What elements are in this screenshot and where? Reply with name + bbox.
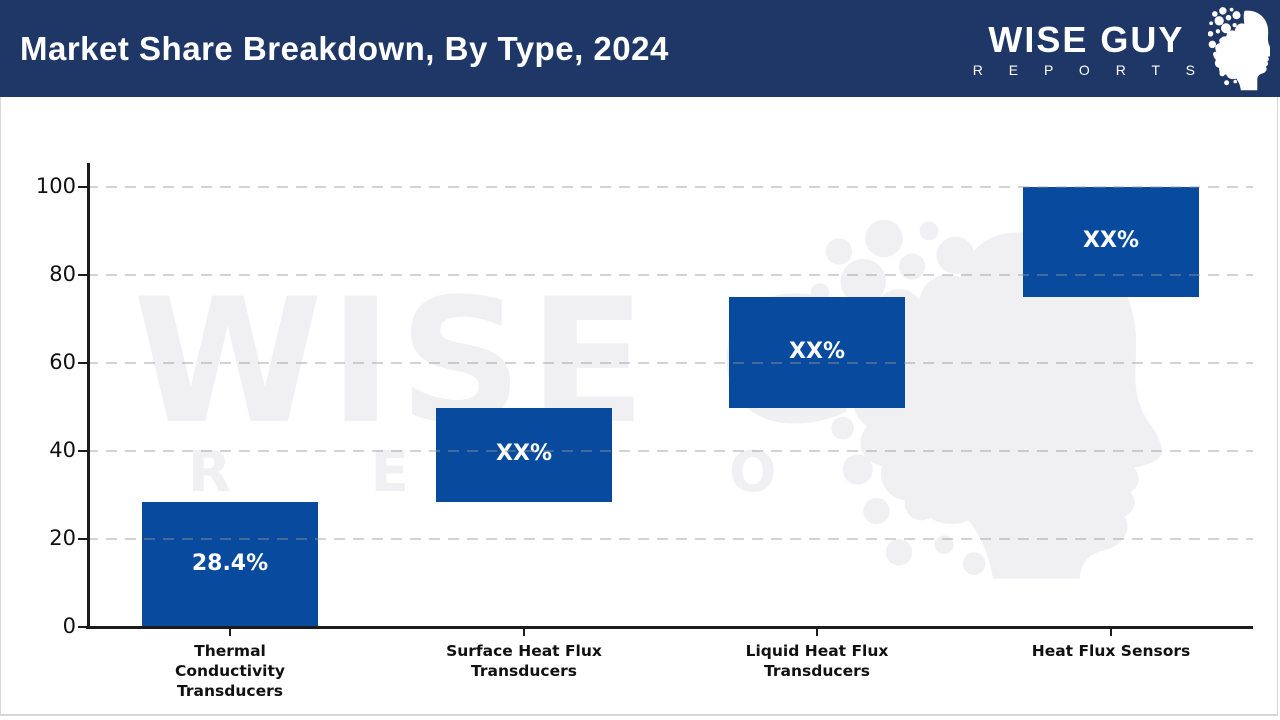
bar-value-label: 28.4% [191,550,269,576]
category-label-line: Transducers [764,662,870,680]
y-tick-mark [78,538,87,540]
bar-segment [436,408,612,503]
y-axis-line [87,163,90,629]
x-tick-mark [816,628,818,636]
page-title: Market Share Breakdown, By Type, 2024 [20,30,669,67]
dotted-head-icon [1208,7,1270,91]
y-tick-mark [78,274,87,276]
category-label-line: Conductivity [174,662,286,680]
category-label-line: Heat Flux Sensors [1031,642,1191,660]
category-label-line: Transducers [471,662,577,680]
category-label-line: Transducers [177,682,283,700]
logo-wordmark: WISE GUY [988,18,1185,60]
watermark-head-icon [805,220,1162,580]
logo-text: WISE GUY R E P O R T S [967,18,1206,79]
x-tick-mark [229,628,231,636]
bar-value-label: XX% [789,338,845,364]
y-tick-mark [78,450,87,452]
category-label-line: Surface Heat Flux [446,642,602,660]
bar-value-label: XX% [1083,228,1139,253]
y-tick-mark [78,186,87,188]
y-tick-label: 100 [35,174,76,198]
y-tick-label: 60 [49,350,76,374]
bar-segment [142,502,318,627]
y-tick-label: 80 [49,262,76,286]
header-band: Market Share Breakdown, By Type, 2024 WI… [0,0,1280,97]
x-tick-mark [523,628,525,636]
logo-subtitle: R E P O R T S [972,61,1206,78]
category-label: Surface Heat Flux Transducers [394,641,654,681]
category-label: Liquid Heat Flux Transducers [687,641,947,681]
y-tick-label: 0 [62,614,76,638]
x-axis-line [86,626,1253,629]
y-tick-label: 40 [49,438,76,462]
wise-guy-logo: WISE GUY R E P O R T S [967,7,1270,91]
category-label: Heat Flux Sensors [981,641,1241,661]
gridline [87,186,1253,188]
gridline [87,274,1253,276]
category-label: Thermal Conductivity Transducers [100,641,360,701]
y-tick-mark [78,626,87,628]
bar-segment [1023,187,1199,297]
y-tick-label: 20 [49,526,76,550]
category-label-line: Thermal [194,642,266,660]
gridline [87,362,1253,364]
x-tick-mark [1110,628,1112,636]
gridline [87,450,1253,452]
y-tick-mark [78,362,87,364]
bar-segment [729,297,905,409]
bar-value-label: XX% [496,441,552,467]
category-label-line: Liquid Heat Flux [745,642,889,660]
gridline [87,538,1253,540]
